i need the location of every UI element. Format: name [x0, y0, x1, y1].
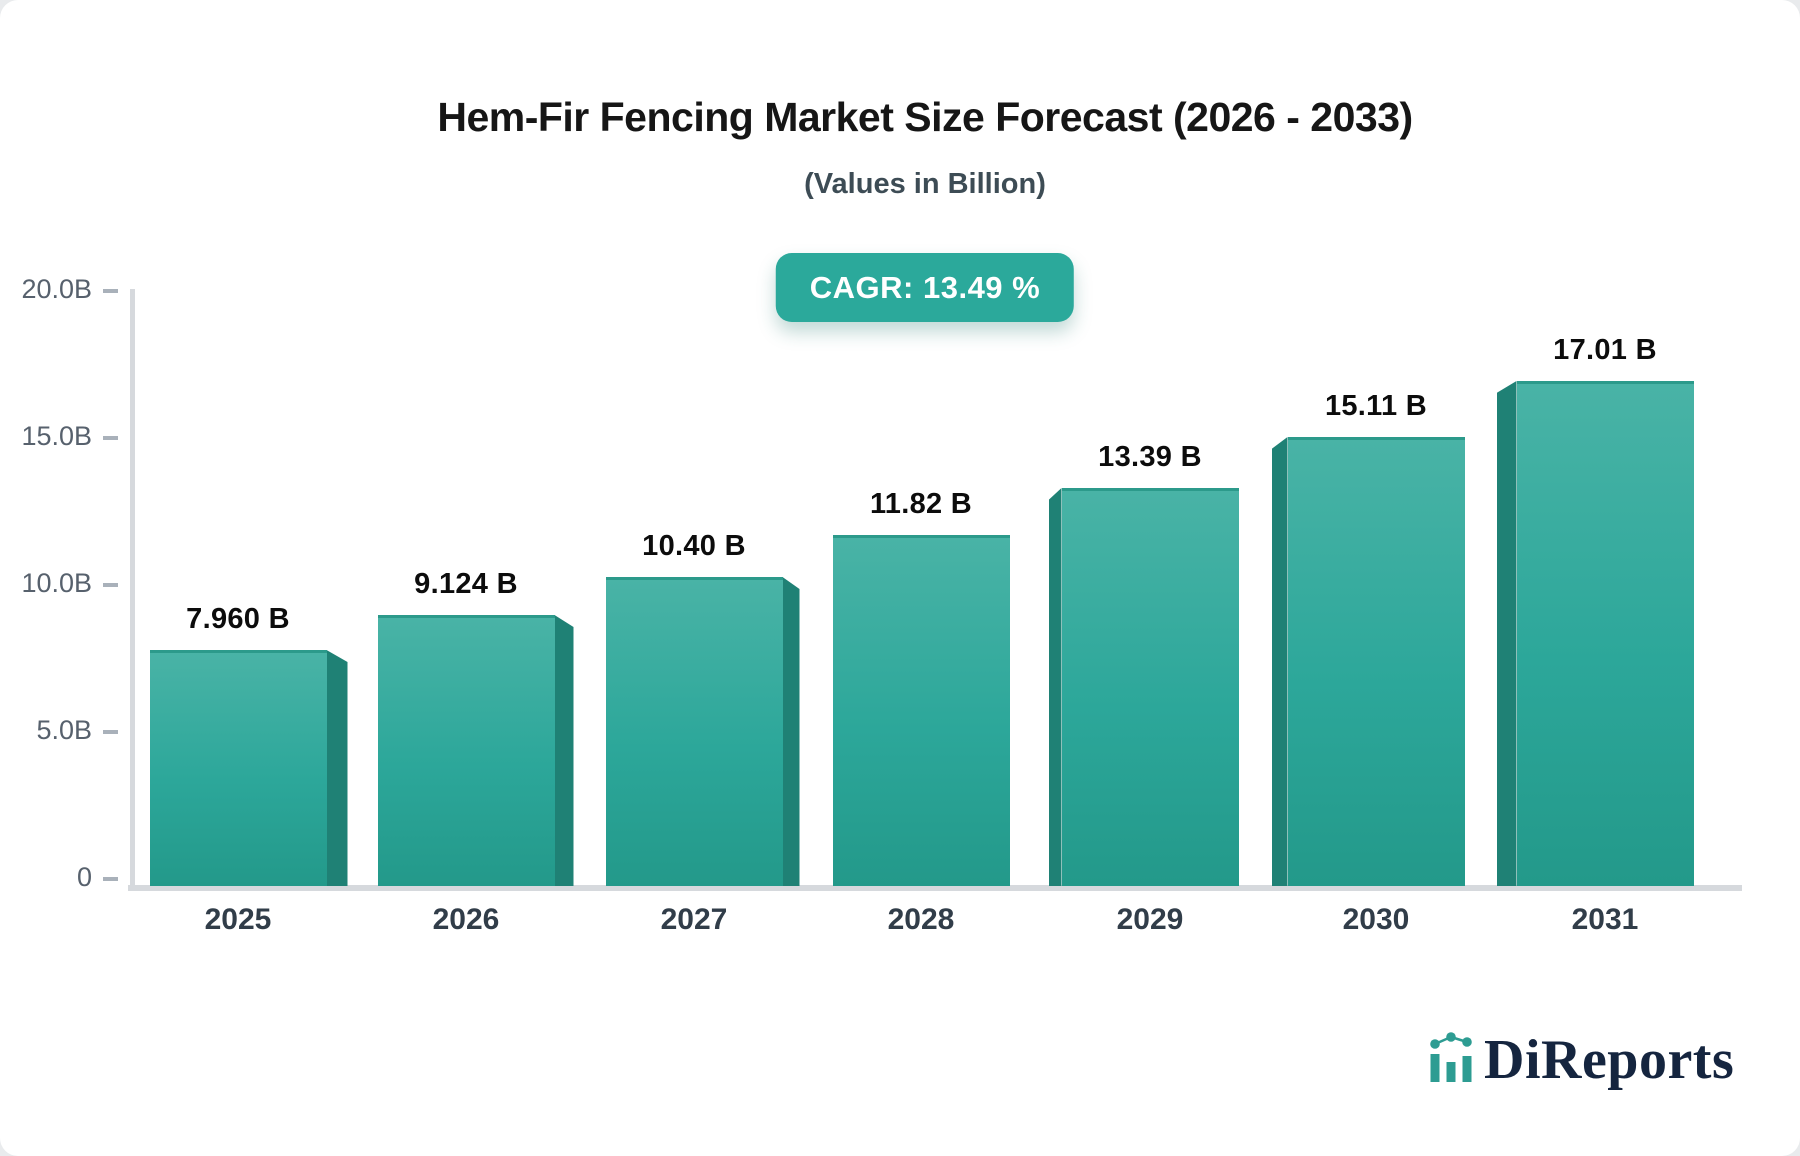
y-axis-tick-mark — [103, 289, 118, 293]
bar-2026[interactable] — [377, 615, 555, 886]
y-axis-tick-label: 5.0B — [36, 715, 92, 745]
bar-value-label: 15.11 B — [1324, 390, 1428, 422]
x-axis-label: 2030 — [1342, 903, 1410, 936]
chart-title: Hem-Fir Fencing Market Size Forecast (20… — [437, 94, 1413, 140]
x-axis-label: 2028 — [887, 903, 955, 936]
bar-3d-side — [782, 577, 800, 886]
bar-3d-side — [1048, 488, 1062, 886]
bar-value-label: 9.124 B — [414, 568, 518, 600]
bar-3d-side — [554, 615, 574, 886]
y-axis-line — [130, 289, 135, 886]
y-axis-tick-label: 0 — [76, 862, 92, 892]
bar-value-label: 17.01 B — [1553, 334, 1657, 366]
y-axis-tick-label: 10.0B — [21, 568, 92, 598]
bar-value-label: 10.40 B — [642, 530, 746, 562]
bar-2027[interactable] — [605, 577, 783, 886]
mini-bar-line-chart-icon — [1430, 1032, 1472, 1082]
bar-value-label: 13.39 B — [1098, 441, 1202, 473]
x-axis-label: 2026 — [432, 903, 500, 936]
bar-2028[interactable] — [832, 535, 1010, 886]
brand-name: DiReports — [1484, 1029, 1735, 1091]
y-axis-tick-label: 20.0B — [21, 274, 92, 304]
bar-2031[interactable] — [1516, 381, 1694, 886]
y-axis-tick-mark — [103, 877, 118, 881]
bar-3d-side — [1271, 437, 1288, 886]
bar-2030[interactable] — [1287, 437, 1465, 886]
cagr-badge: CAGR: 13.49 % — [775, 253, 1075, 322]
x-axis-label: 2031 — [1571, 903, 1639, 936]
y-axis-tick-mark — [103, 730, 118, 734]
bar-2029[interactable] — [1061, 488, 1239, 886]
chart-subtitle: (Values in Billion) — [804, 168, 1046, 200]
bar-value-label: 7.960 B — [186, 603, 290, 635]
y-axis-tick-label: 15.0B — [21, 421, 92, 451]
y-axis-tick-mark — [103, 436, 118, 440]
bar-value-label: 11.82 B — [869, 488, 973, 520]
x-axis-label: 2029 — [1116, 903, 1184, 936]
x-axis-label: 2025 — [204, 903, 272, 936]
y-axis-tick-mark — [103, 583, 118, 587]
x-axis-label: 2027 — [660, 903, 728, 936]
brand-logo: DiReports — [1428, 1030, 1734, 1090]
bar-2025[interactable] — [149, 650, 327, 886]
bar-3d-side — [1496, 381, 1517, 886]
x-axis-line — [128, 885, 1742, 891]
cagr-badge-label: CAGR: 13.49 % — [809, 269, 1041, 305]
bar-3d-side — [326, 650, 348, 886]
